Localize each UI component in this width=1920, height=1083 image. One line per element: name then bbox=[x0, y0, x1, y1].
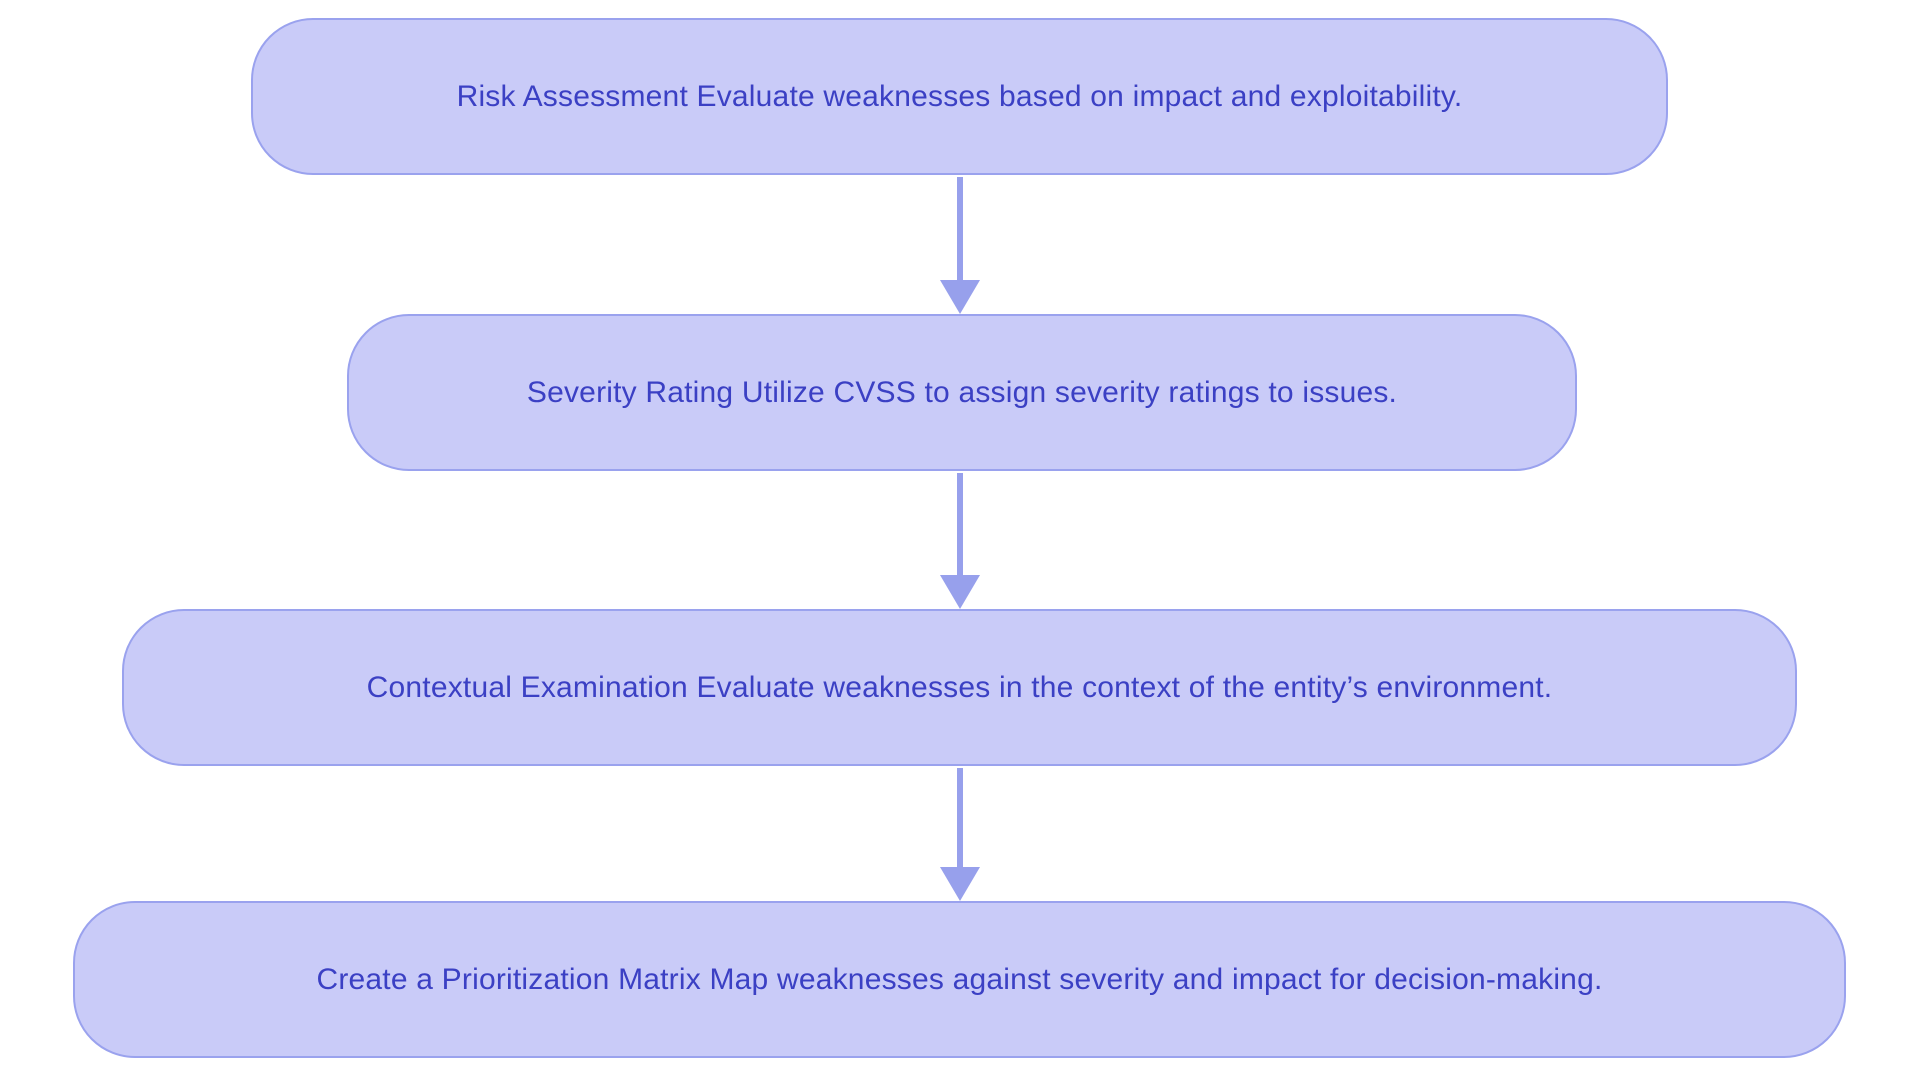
connector-arrow-3 bbox=[940, 768, 980, 901]
flow-step-risk-assessment: Risk Assessment Evaluate weaknesses base… bbox=[251, 18, 1668, 175]
arrow-shaft bbox=[957, 177, 963, 280]
flow-step-label: Risk Assessment Evaluate weaknesses base… bbox=[456, 79, 1463, 113]
connector-arrow-1 bbox=[940, 177, 980, 314]
flow-step-label: Contextual Examination Evaluate weakness… bbox=[366, 670, 1553, 704]
flow-step-label: Create a Prioritization Matrix Map weakn… bbox=[316, 962, 1603, 996]
arrow-down-icon bbox=[940, 867, 980, 901]
arrow-shaft bbox=[957, 768, 963, 867]
flow-step-severity-rating: Severity Rating Utilize CVSS to assign s… bbox=[347, 314, 1577, 471]
connector-arrow-2 bbox=[940, 473, 980, 609]
arrow-down-icon bbox=[940, 280, 980, 314]
arrow-down-icon bbox=[940, 575, 980, 609]
arrow-shaft bbox=[957, 473, 963, 575]
flow-step-label: Severity Rating Utilize CVSS to assign s… bbox=[526, 375, 1398, 409]
flow-step-contextual-examination: Contextual Examination Evaluate weakness… bbox=[122, 609, 1797, 766]
flow-step-prioritization-matrix: Create a Prioritization Matrix Map weakn… bbox=[73, 901, 1846, 1058]
